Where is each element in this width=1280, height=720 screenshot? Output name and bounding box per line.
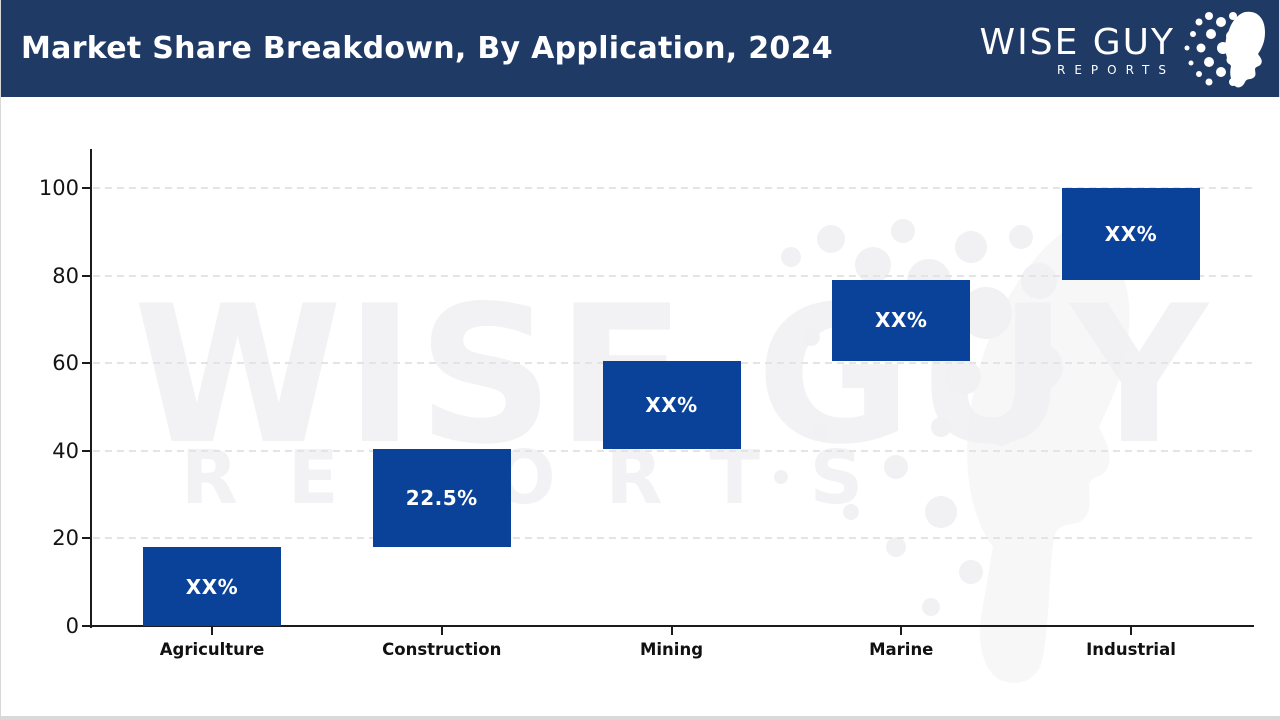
y-gridline [93, 537, 1254, 540]
x-tick-label: Agriculture [159, 640, 265, 659]
x-tick-mark [211, 627, 213, 635]
x-tick-mark [440, 627, 443, 635]
y-tick-label: 100 [38, 176, 79, 200]
bar-construction: 22.5% [372, 448, 511, 548]
page-title: Market Share Breakdown, By Application, … [21, 31, 833, 66]
y-gridline [93, 449, 1254, 452]
x-tick-label: Marine [869, 640, 934, 659]
watermark-face-dots-icon [774, 219, 1130, 683]
y-tick-mark [82, 625, 91, 627]
y-tick-label: 0 [65, 614, 79, 638]
bar-industrial: XX% [1062, 188, 1200, 280]
logo-title: WISE GUY [979, 21, 1175, 63]
x-axis-line [90, 625, 1254, 627]
y-gridline [93, 187, 1254, 189]
y-tick-label: 40 [52, 438, 79, 463]
watermark-text-2: REPORTS [181, 435, 914, 521]
y-gridline [93, 274, 1254, 277]
y-tick-mark [82, 537, 91, 540]
bar-value-label: XX% [645, 392, 698, 417]
y-tick-label: 20 [52, 526, 79, 551]
bar-mining: XX% [602, 361, 741, 449]
y-tick-mark [82, 362, 91, 365]
x-tick-mark [900, 627, 903, 635]
logo-head-icon [1184, 11, 1265, 88]
header: Market Share Breakdown, By Application, … [1, 0, 1279, 97]
y-tick-mark [82, 449, 91, 452]
chart-area: WISE GUY REPORTS 020406080100XX%Agricult… [1, 97, 1280, 716]
x-tick-label: Industrial [1086, 640, 1176, 659]
y-tick-label: 80 [52, 263, 79, 288]
bar-agriculture: XX% [143, 547, 281, 626]
x-tick-mark [1130, 627, 1132, 635]
x-tick-label: Mining [639, 640, 704, 659]
bar-value-label: XX% [875, 308, 928, 333]
y-tick-mark [82, 187, 91, 189]
x-tick-mark [670, 627, 673, 635]
bar-marine: XX% [832, 279, 971, 361]
x-tick-label: Construction [382, 640, 502, 659]
y-axis-line [90, 148, 92, 628]
bar-value-label: XX% [185, 574, 239, 599]
logo-wordmark: WISE GUY REPORTS [980, 23, 1176, 78]
bar-value-label: 22.5% [405, 485, 478, 510]
bar-value-label: XX% [1104, 221, 1158, 246]
logo-subtitle: REPORTS [1056, 63, 1175, 78]
y-tick-mark [82, 274, 91, 277]
y-tick-label: 60 [52, 351, 79, 376]
brand-logo: WISE GUY REPORTS [980, 8, 1268, 92]
